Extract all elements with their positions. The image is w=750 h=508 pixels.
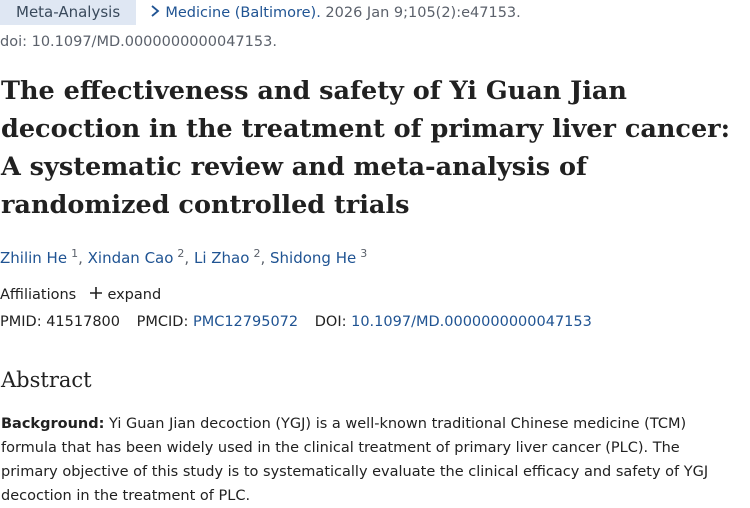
- author-link[interactable]: Li Zhao: [193, 249, 250, 267]
- affiliation-number[interactable]: 3: [360, 247, 368, 260]
- affiliation-number[interactable]: 2: [177, 247, 185, 260]
- abstract-background: Background: Yi Guan Jian decoction (YGJ)…: [1, 412, 741, 508]
- pmid-label: PMID:: [0, 314, 42, 330]
- ids-row: PMID: 41517800 PMCID: PMC12795072 DOI: 1…: [0, 314, 592, 330]
- article-type[interactable]: Meta-Analysis: [0, 0, 137, 25]
- citation: 2026 Jan 9;105(2):e47153.: [325, 5, 521, 21]
- doi-line: doi: 10.1097/MD.0000000000047153.: [0, 34, 277, 50]
- author-link[interactable]: Shidong He: [270, 249, 357, 267]
- affiliations-row: Affiliations expand: [0, 286, 161, 303]
- journal-link[interactable]: Medicine (Baltimore).: [165, 5, 321, 21]
- pmcid-link[interactable]: PMC12795072: [192, 314, 299, 330]
- abstract-heading: Abstract: [1, 368, 92, 392]
- authors: Zhilin He 1, Xindan Cao 2, Li Zhao 2, Shido…: [0, 247, 367, 267]
- author-link[interactable]: Zhilin He: [0, 249, 68, 267]
- article-title: The effectiveness and safety of Yi Guan …: [1, 76, 731, 220]
- background-text: Yi Guan Jian decoction (YGJ) is a well-k…: [1, 416, 709, 504]
- affiliations-label: Affiliations: [0, 287, 77, 303]
- author-separator: ,: [78, 249, 83, 267]
- plus-icon[interactable]: [89, 286, 103, 300]
- affiliation-number[interactable]: 2: [253, 247, 261, 260]
- author-separator: ,: [184, 249, 190, 267]
- background-label: Background:: [1, 416, 105, 432]
- author-link[interactable]: Xindan Cao: [87, 249, 174, 267]
- affiliation-number[interactable]: 1: [71, 247, 79, 260]
- pmcid-label: PMCID:: [136, 314, 189, 330]
- doi-label: DOI:: [314, 314, 347, 330]
- pmid: 41517800: [46, 314, 121, 330]
- expand-button[interactable]: expand: [107, 287, 162, 303]
- citation-row: Meta-Analysis Medicine (Baltimore). 2026…: [0, 0, 521, 25]
- chevron-icon: [151, 5, 160, 17]
- doi-link[interactable]: 10.1097/MD.0000000000047153: [351, 314, 592, 330]
- author-separator: ,: [260, 249, 266, 267]
